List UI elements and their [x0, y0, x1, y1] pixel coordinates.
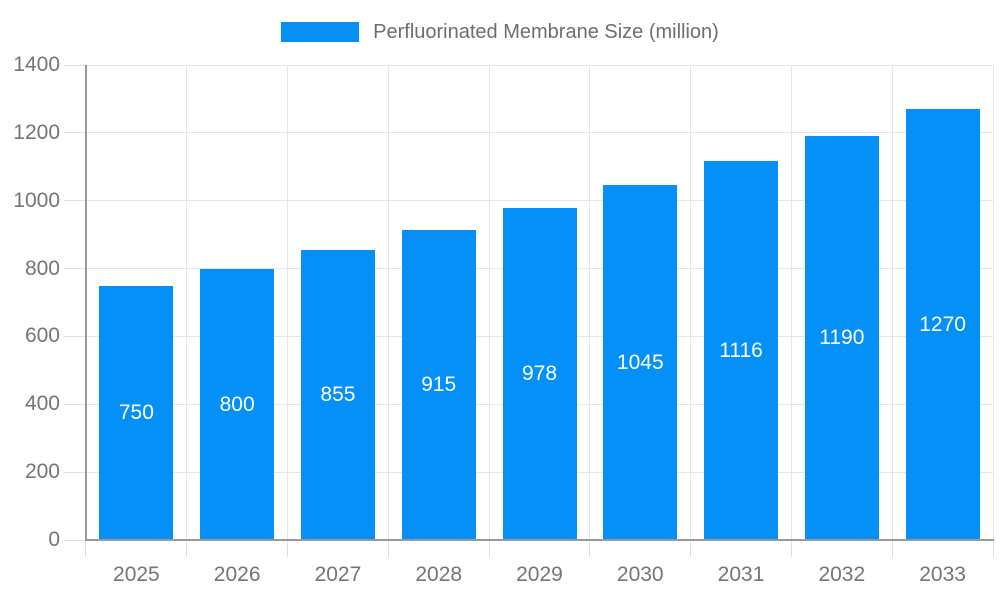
x-axis-tick — [992, 540, 994, 557]
y-axis-tick — [64, 403, 86, 405]
bar-2026[interactable] — [200, 269, 275, 540]
legend-label: Perfluorinated Membrane Size (million) — [373, 21, 719, 43]
y-axis-tick — [64, 268, 86, 270]
legend-item[interactable]: Perfluorinated Membrane Size (million) — [0, 20, 1000, 44]
x-axis-label: 2025 — [113, 563, 160, 586]
y-axis-tick — [64, 132, 86, 134]
gridline-vertical — [488, 65, 490, 540]
x-axis-label: 2030 — [616, 563, 664, 586]
y-axis-tick — [64, 64, 86, 66]
bar-value-label: 978 — [521, 362, 558, 385]
x-axis-tick — [186, 540, 188, 557]
y-axis-label: 0 — [48, 528, 60, 551]
x-axis-label: 2033 — [919, 563, 966, 586]
x-axis-tick — [690, 540, 692, 557]
bar-2031[interactable] — [704, 161, 779, 540]
y-axis-label: 1000 — [13, 188, 60, 212]
y-axis-tick — [64, 200, 86, 202]
x-axis-tick — [589, 540, 591, 557]
bar-value-label: 1190 — [819, 326, 865, 349]
y-axis-tick — [64, 335, 86, 337]
y-axis-label: 800 — [24, 256, 60, 280]
bar-value-label: 855 — [320, 383, 356, 406]
gridline-horizontal — [86, 132, 993, 134]
bar-value-label: 1270 — [919, 312, 966, 336]
y-axis-label: 200 — [24, 460, 60, 484]
y-axis-line — [85, 65, 87, 540]
x-axis-tick — [488, 540, 490, 557]
bar-value-label: 1045 — [616, 350, 664, 374]
y-axis-label: 1400 — [13, 53, 60, 76]
gridline-vertical — [387, 65, 389, 540]
gridline-horizontal — [86, 200, 993, 202]
gridline-vertical — [992, 65, 994, 540]
y-axis-label: 400 — [24, 392, 60, 416]
y-axis-label: 600 — [24, 324, 60, 348]
gridline-vertical — [790, 65, 792, 540]
bar-2027[interactable] — [300, 250, 375, 540]
x-axis-label: 2029 — [516, 563, 563, 586]
x-axis-tick — [287, 540, 289, 557]
bar-value-label: 1116 — [719, 338, 763, 362]
y-axis-tick — [64, 539, 86, 541]
x-axis-tick — [387, 540, 389, 557]
bar-value-label: 750 — [118, 401, 154, 424]
y-axis-tick — [64, 471, 86, 473]
x-axis-tick — [891, 540, 893, 557]
y-axis-label: 1200 — [13, 120, 60, 144]
bar-value-label: 800 — [219, 392, 255, 416]
x-axis-label: 2028 — [415, 563, 463, 586]
x-axis-tick — [85, 540, 86, 557]
bar-2025[interactable] — [99, 286, 174, 540]
bar-2028[interactable] — [401, 230, 476, 540]
bar-value-label: 915 — [421, 373, 457, 396]
bar-2030[interactable] — [603, 185, 678, 540]
x-axis-line — [85, 539, 994, 541]
gridline-vertical — [186, 65, 188, 540]
gridline-vertical — [891, 65, 893, 540]
gridline-vertical — [287, 65, 289, 540]
legend-swatch-icon — [281, 22, 360, 42]
x-axis-label: 2027 — [314, 563, 362, 586]
x-axis-label: 2031 — [717, 563, 765, 586]
x-axis-label: 2032 — [818, 563, 866, 586]
bar-2032[interactable] — [804, 136, 879, 540]
gridline-horizontal — [86, 64, 993, 66]
gridline-vertical — [589, 65, 591, 540]
gridline-vertical — [690, 65, 692, 540]
x-axis-tick — [790, 540, 792, 557]
bar-2029[interactable] — [502, 208, 577, 540]
bar-2033[interactable] — [905, 109, 980, 540]
x-axis-label: 2026 — [213, 563, 261, 586]
